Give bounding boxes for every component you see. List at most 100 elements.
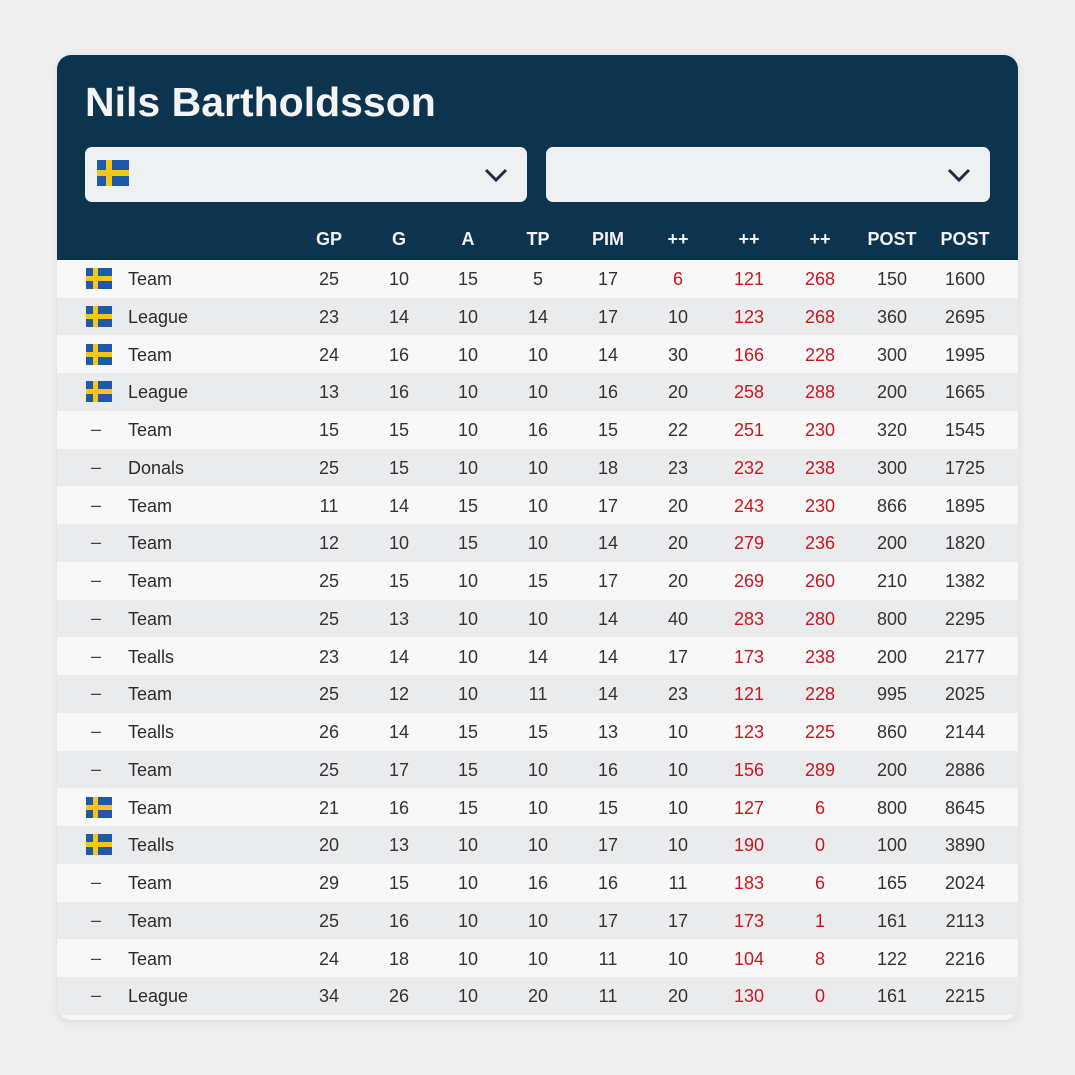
stat-cell: 225 bbox=[804, 722, 836, 742]
stat-cell: 238 bbox=[804, 457, 836, 478]
column-header: POST bbox=[867, 229, 917, 249]
stat-cell: 866 bbox=[876, 495, 908, 516]
stat-cell: 25 bbox=[318, 759, 340, 780]
column-header: TP bbox=[526, 229, 550, 249]
stat-cell: 10 bbox=[527, 797, 549, 818]
stat-cell: 10 bbox=[667, 835, 689, 856]
stat-cell: 17 bbox=[388, 759, 410, 780]
stat-cell: 1545 bbox=[944, 420, 986, 440]
row-marker: – bbox=[91, 607, 102, 628]
stat-cell: 300 bbox=[876, 344, 908, 365]
stat-cell: 40 bbox=[667, 608, 689, 629]
stat-cell: 150 bbox=[876, 269, 908, 289]
stat-cell: 10 bbox=[388, 269, 410, 289]
column-header: G bbox=[391, 229, 406, 249]
row-marker: – bbox=[91, 570, 102, 590]
stat-cell: 14 bbox=[597, 344, 619, 365]
stat-cell: 11 bbox=[528, 684, 548, 705]
stat-cell: 16 bbox=[597, 382, 619, 403]
team-name: League bbox=[128, 382, 189, 403]
stat-cell: 183 bbox=[733, 873, 765, 893]
stat-cell: 10 bbox=[527, 457, 549, 478]
stat-cell: 283 bbox=[733, 608, 765, 629]
stat-cell: 800 bbox=[876, 797, 908, 818]
team-name: Team bbox=[128, 420, 173, 440]
stat-cell: 14 bbox=[597, 646, 619, 667]
team-name: Team bbox=[128, 759, 173, 780]
stat-cell: 14 bbox=[597, 684, 619, 705]
stat-cell: 10 bbox=[667, 948, 689, 969]
stat-cell: 10 bbox=[457, 684, 479, 705]
stat-cell: 10 bbox=[457, 986, 479, 1007]
stat-cell: 10 bbox=[457, 910, 479, 931]
row-marker: – bbox=[91, 645, 102, 666]
table-row: – Team 15 15 10 16 15 22 251 230 320 1545 bbox=[57, 411, 1018, 449]
stat-cell: 10 bbox=[527, 495, 549, 516]
stat-cell: 20 bbox=[667, 382, 689, 403]
chevron bbox=[484, 168, 508, 183]
row-marker: – bbox=[91, 494, 102, 515]
card-header: Nils Bartholdsson GP G A TP PIM ++ ++ ++ POST POS… bbox=[57, 55, 1018, 260]
stat-cell: 200 bbox=[876, 759, 908, 780]
stat-cell: 14 bbox=[388, 495, 410, 516]
stat-cell: 23 bbox=[318, 306, 340, 327]
stat-cell: 25 bbox=[318, 269, 340, 289]
stat-cell: 29 bbox=[318, 873, 340, 893]
stat-cell: 8645 bbox=[944, 797, 986, 818]
stat-cell: 17 bbox=[597, 835, 619, 856]
stat-cell: 20 bbox=[667, 986, 689, 1007]
stat-cell: 268 bbox=[804, 306, 836, 327]
stat-cell: 1895 bbox=[944, 495, 986, 516]
stat-cell: 15 bbox=[597, 420, 619, 440]
stat-cell: 13 bbox=[318, 382, 340, 403]
stat-cell: 10 bbox=[457, 306, 479, 327]
table-row: – Donals 25 15 10 10 18 23 232 238 300 1725 bbox=[57, 448, 1018, 487]
stat-cell: 16 bbox=[388, 797, 410, 818]
team-name: Tealls bbox=[128, 646, 175, 667]
stat-cell: 18 bbox=[597, 457, 619, 478]
stat-cell: 1 bbox=[814, 910, 825, 931]
stat-cell: 17 bbox=[597, 571, 619, 591]
team-name: Team bbox=[128, 571, 173, 591]
team-name: Team bbox=[128, 873, 173, 893]
stat-cell: 104 bbox=[733, 948, 765, 969]
stat-cell: 210 bbox=[876, 571, 908, 591]
flag-icon bbox=[86, 381, 112, 407]
stat-cell: 17 bbox=[597, 306, 619, 327]
team-name: Tealls bbox=[128, 722, 175, 742]
stat-cell: 200 bbox=[876, 533, 908, 554]
stat-cell: 17 bbox=[597, 495, 619, 516]
stat-cell: 123 bbox=[733, 306, 765, 327]
stat-cell: 10 bbox=[527, 344, 549, 365]
stat-cell: 10 bbox=[527, 948, 549, 969]
team-name: Team bbox=[128, 608, 173, 629]
flag-icon bbox=[86, 796, 112, 823]
stat-cell: 2295 bbox=[944, 608, 986, 629]
stat-cell: 289 bbox=[804, 759, 836, 780]
stat-cell: 15 bbox=[457, 759, 479, 780]
stat-cell: 6 bbox=[814, 873, 825, 893]
season-dropdown[interactable] bbox=[546, 147, 990, 202]
stat-cell: 1725 bbox=[944, 457, 986, 478]
table-row: – Team 29 15 10 16 16 11 183 6 165 2024 bbox=[57, 864, 1018, 902]
stat-cell: 3890 bbox=[944, 835, 986, 856]
stat-cell: 20 bbox=[667, 571, 689, 591]
stat-cell: 123 bbox=[733, 722, 765, 742]
stat-cell: 130 bbox=[733, 986, 765, 1007]
stat-cell: 14 bbox=[597, 533, 619, 554]
stat-cell: 14 bbox=[527, 306, 549, 327]
stat-cell: 25 bbox=[318, 910, 340, 931]
stat-cell: 10 bbox=[527, 910, 549, 931]
row-marker: – bbox=[91, 456, 102, 477]
table-row: – Tealls 23 14 10 14 14 17 173 238 200 2177 bbox=[57, 637, 1018, 676]
table-row: Team 21 16 15 10 15 10 127 6 800 8645 bbox=[57, 788, 1018, 827]
stat-cell: 15 bbox=[457, 533, 479, 554]
table-row: – Team 12 10 15 10 14 20 279 236 200 1820 bbox=[57, 524, 1018, 562]
row-marker: – bbox=[91, 419, 102, 439]
column-header-row: GP G A TP PIM ++ ++ ++ POST POST bbox=[57, 215, 1018, 260]
stat-cell: 14 bbox=[527, 646, 549, 667]
player-name: Nils Bartholdsson bbox=[85, 79, 436, 125]
nation-dropdown[interactable] bbox=[85, 147, 527, 202]
stat-cell: 10 bbox=[527, 608, 549, 629]
